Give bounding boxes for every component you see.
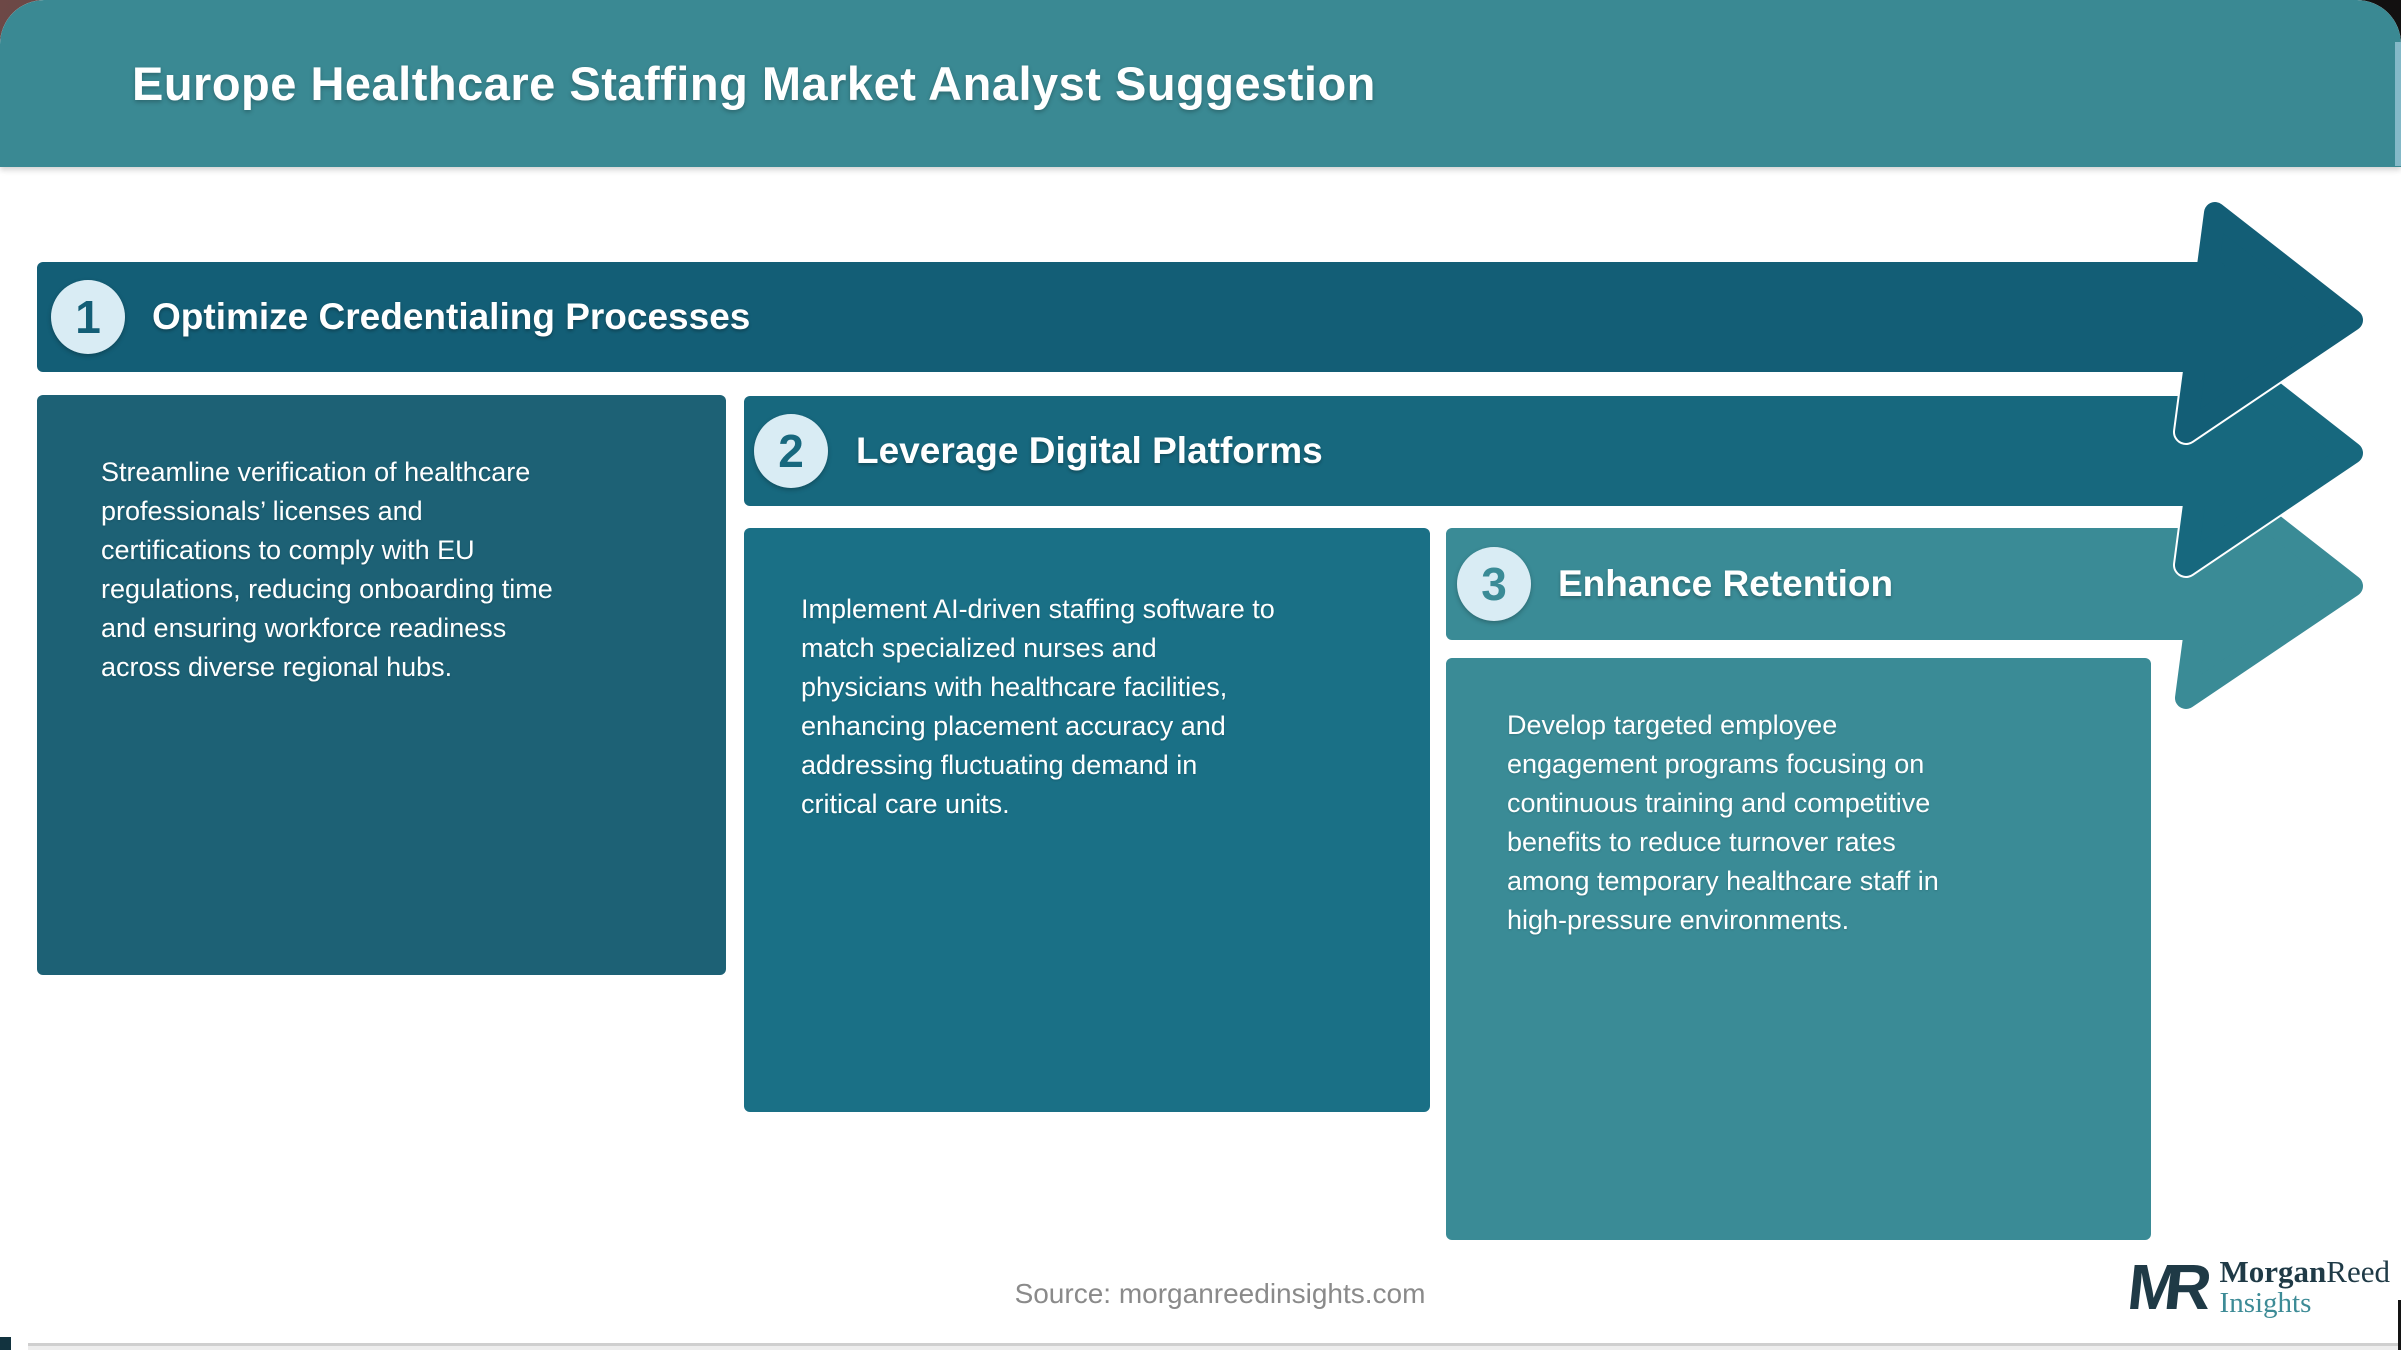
corner-artifact	[0, 1337, 11, 1350]
footer-strip	[28, 1346, 2401, 1350]
screen-edge-artifact	[2395, 42, 2401, 166]
footer-divider	[28, 1343, 2401, 1346]
step-1-label: Optimize Credentialing Processes	[152, 296, 751, 337]
source-text: Source: morganreedinsights.com	[1014, 1278, 1426, 1309]
header-bar: Europe Healthcare Staffing Market Analys…	[0, 0, 2401, 167]
logo-wordmark: MorganReed Insights	[2219, 1253, 2390, 1320]
step-1-number-badge: 1	[51, 280, 125, 354]
step-2-number-badge: 2	[754, 414, 828, 488]
step-3-label: Enhance Retention	[1558, 563, 1894, 604]
brand-logo: MR MorganReed Insights	[2124, 1251, 2390, 1323]
step-3-description: Develop targeted employee engagement pro…	[1507, 710, 1939, 935]
step-3-number-badge: 3	[1457, 547, 1531, 621]
step-1-description: Streamline verification of healthcare pr…	[101, 457, 553, 682]
page-title: Europe Healthcare Staffing Market Analys…	[132, 57, 1376, 110]
step-2-description-box: Implement AI-driven staffing software to…	[744, 528, 1430, 1112]
logo-subtitle: Insights	[2219, 1287, 2312, 1320]
step-3-description-box: Develop targeted employee engagement pro…	[1446, 658, 2151, 1240]
step-2-arrow-bar	[744, 396, 2225, 506]
logo-company-name: MorganReed	[2219, 1253, 2390, 1289]
step-1-arrow-bar	[37, 262, 2225, 372]
right-edge-artifact	[2398, 1300, 2401, 1350]
step-1-description-box: Streamline verification of healthcare pr…	[37, 395, 726, 975]
step-2-label: Leverage Digital Platforms	[856, 430, 1323, 471]
logo-monogram: MR	[2124, 1251, 2200, 1323]
step-3-arrow-bar	[1446, 528, 2225, 640]
step-2-description: Implement AI-driven staffing software to…	[801, 594, 1275, 819]
